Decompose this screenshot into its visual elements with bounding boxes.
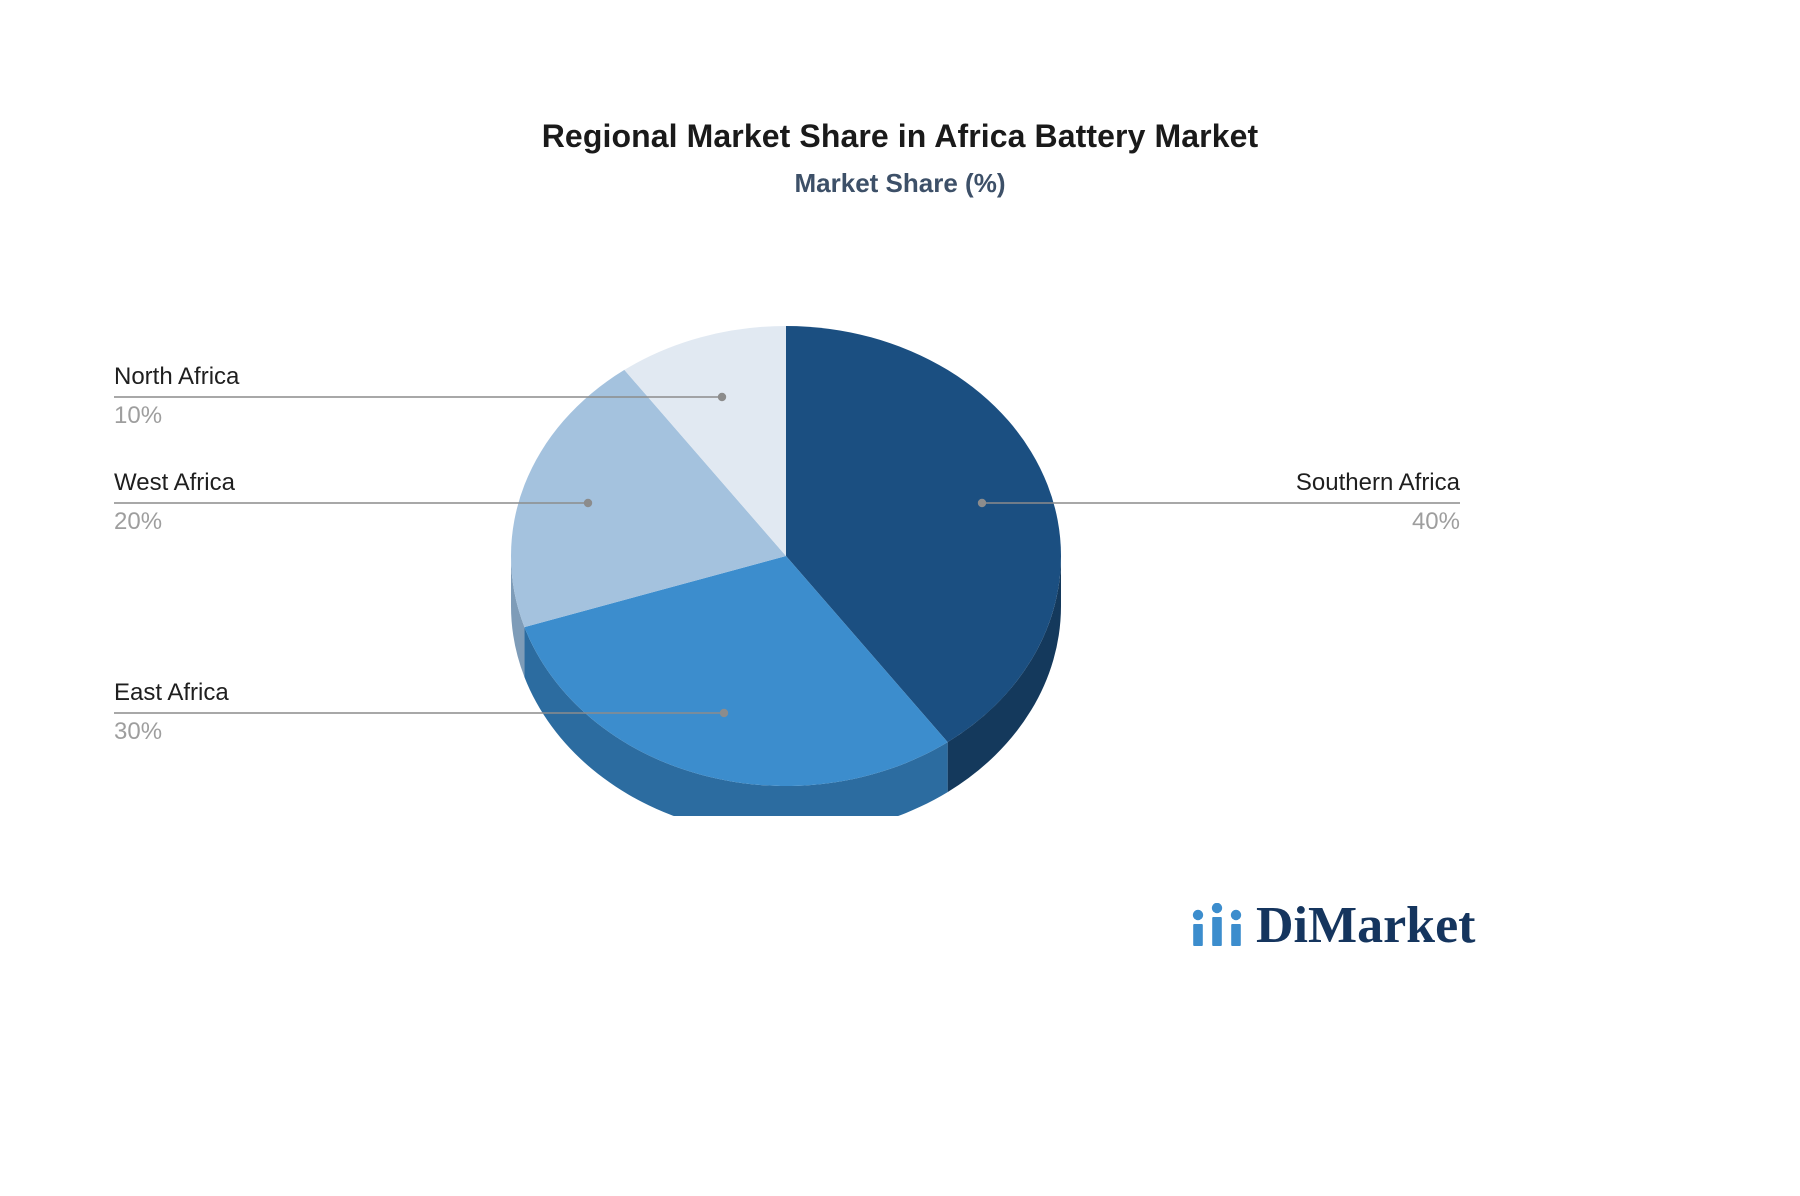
pie-depth <box>511 556 1061 816</box>
pie-slice-west-africa[interactable] <box>511 369 786 628</box>
pie-slice-east-africa[interactable] <box>524 556 948 786</box>
callout-label-east-africa: East Africa <box>114 679 229 706</box>
pie-side-west-africa <box>511 556 525 678</box>
callout-value-southern-africa: 40% <box>1411 508 1460 535</box>
chart-subtitle: Market Share (%) <box>794 168 1006 198</box>
callout-label-southern-africa: Southern Africa <box>1295 469 1460 496</box>
pie-top-face <box>511 326 1061 786</box>
pie-side-southern-africa <box>947 556 1061 793</box>
bar-chart-dots-icon <box>1192 903 1242 946</box>
pie-slice-southern-africa[interactable] <box>786 326 1061 743</box>
leader-dot-east-africa <box>719 708 729 718</box>
callout-southern-africa[interactable]: Southern Africa 40% <box>1296 468 1460 538</box>
leader-dot-southern-africa <box>977 498 987 508</box>
callout-north-africa[interactable]: North Africa 10% <box>114 362 239 432</box>
callout-label-west-africa: West Africa <box>114 469 235 496</box>
callout-west-africa[interactable]: West Africa 20% <box>114 468 235 538</box>
pie-side-east-africa <box>524 627 948 816</box>
callout-value-west-africa: 20% <box>114 508 163 535</box>
brand-name: DiMarket <box>1256 897 1476 954</box>
callout-value-north-africa: 10% <box>114 402 163 429</box>
leader-dot-west-africa <box>583 498 593 508</box>
pie-slice-north-africa[interactable] <box>624 326 786 556</box>
leader-dot-north-africa <box>717 392 727 402</box>
callout-east-africa[interactable]: East Africa 30% <box>114 678 229 748</box>
leader-dots <box>583 392 987 718</box>
callout-value-east-africa: 30% <box>114 718 163 745</box>
page-title: Regional Market Share in Africa Battery … <box>541 118 1259 154</box>
leader-lines <box>114 396 1460 714</box>
brand-logo: DiMarket <box>1190 900 1475 952</box>
callout-label-north-africa: North Africa <box>114 363 240 390</box>
